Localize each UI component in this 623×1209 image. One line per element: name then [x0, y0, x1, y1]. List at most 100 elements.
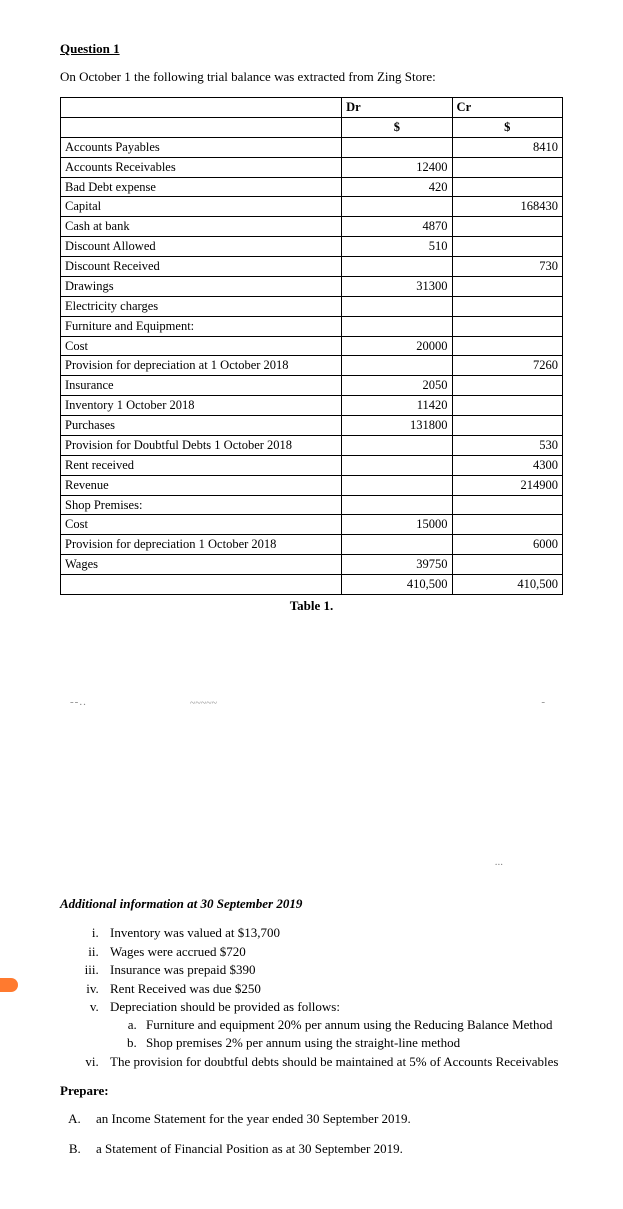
total-cr: 410,500 [452, 575, 562, 595]
dr-value: 11420 [342, 396, 452, 416]
account-name: Furniture and Equipment: [61, 316, 342, 336]
dr-value [342, 455, 452, 475]
account-name: Capital [61, 197, 342, 217]
cr-currency: $ [452, 117, 562, 137]
cr-value [452, 296, 562, 316]
cr-value [452, 237, 562, 257]
dr-value: 20000 [342, 336, 452, 356]
table-row: Shop Premises: [61, 495, 563, 515]
account-name: Provision for depreciation at 1 October … [61, 356, 342, 376]
cr-value: 214900 [452, 475, 562, 495]
prepare-label: Prepare: [60, 1082, 563, 1100]
artifact-dots: ... [495, 855, 503, 870]
account-name: Drawings [61, 276, 342, 296]
table-row: Provision for Doubtful Debts 1 October 2… [61, 435, 563, 455]
dr-value: 12400 [342, 157, 452, 177]
cr-value [452, 515, 562, 535]
list-item: Furniture and equipment 20% per annum us… [140, 1016, 563, 1034]
depreciation-sublist: Furniture and equipment 20% per annum us… [110, 1016, 563, 1052]
dr-value [342, 257, 452, 277]
table-row: Insurance2050 [61, 376, 563, 396]
artifact-dots: --.. [70, 695, 87, 710]
account-name: Inventory 1 October 2018 [61, 396, 342, 416]
artifact-dots: - [541, 695, 545, 710]
table-row: Provision for depreciation at 1 October … [61, 356, 563, 376]
cr-value [452, 416, 562, 436]
table-row: Inventory 1 October 201811420 [61, 396, 563, 416]
account-name: Provision for depreciation 1 October 201… [61, 535, 342, 555]
list-item: The provision for doubtful debts should … [102, 1053, 563, 1071]
dr-value: 2050 [342, 376, 452, 396]
dr-value [342, 137, 452, 157]
additional-info-list: Inventory was valued at $13,700 Wages we… [60, 924, 563, 1070]
dr-value [342, 475, 452, 495]
table-row: Drawings31300 [61, 276, 563, 296]
table-total-row: 410,500 410,500 [61, 575, 563, 595]
table-row: Accounts Payables8410 [61, 137, 563, 157]
list-item: Depreciation should be provided as follo… [102, 998, 563, 1052]
list-item: Inventory was valued at $13,700 [102, 924, 563, 942]
table-row: Bad Debt expense420 [61, 177, 563, 197]
dr-value: 510 [342, 237, 452, 257]
additional-info-title: Additional information at 30 September 2… [60, 895, 563, 913]
dr-value: 15000 [342, 515, 452, 535]
dr-value: 131800 [342, 416, 452, 436]
list-item-label: Depreciation should be provided as follo… [110, 999, 340, 1014]
account-name: Revenue [61, 475, 342, 495]
cr-value: 530 [452, 435, 562, 455]
account-name: Rent received [61, 455, 342, 475]
cr-header: Cr [452, 98, 562, 118]
account-name: Provision for Doubtful Debts 1 October 2… [61, 435, 342, 455]
dr-value [342, 495, 452, 515]
table-caption: Table 1. [60, 597, 563, 615]
page-gap: --.. ~~~~~ - ... [60, 635, 563, 895]
list-item: Insurance was prepaid $390 [102, 961, 563, 979]
list-item: a Statement of Financial Position as at … [84, 1140, 563, 1158]
table-row: Cash at bank4870 [61, 217, 563, 237]
account-name: Wages [61, 555, 342, 575]
dr-header: Dr [342, 98, 452, 118]
prepare-list: an Income Statement for the year ended 3… [60, 1110, 563, 1157]
table-row: Capital168430 [61, 197, 563, 217]
dr-value [342, 197, 452, 217]
cr-value: 730 [452, 257, 562, 277]
dr-value [342, 316, 452, 336]
cr-value [452, 217, 562, 237]
table-row: Electricity charges [61, 296, 563, 316]
table-row: Furniture and Equipment: [61, 316, 563, 336]
account-name: Purchases [61, 416, 342, 436]
cr-value [452, 316, 562, 336]
list-item: Shop premises 2% per annum using the str… [140, 1034, 563, 1052]
table-row: Accounts Receivables12400 [61, 157, 563, 177]
total-dr: 410,500 [342, 575, 452, 595]
cr-value [452, 336, 562, 356]
account-name: Electricity charges [61, 296, 342, 316]
orange-tab-icon [0, 978, 18, 992]
dr-value [342, 535, 452, 555]
list-item: Rent Received was due $250 [102, 980, 563, 998]
cr-value [452, 396, 562, 416]
table-row: Provision for depreciation 1 October 201… [61, 535, 563, 555]
table-header-row: Dr Cr [61, 98, 563, 118]
account-name: Cost [61, 336, 342, 356]
cr-value: 6000 [452, 535, 562, 555]
dr-value [342, 435, 452, 455]
table-row: Revenue 214900 [61, 475, 563, 495]
account-name: Discount Received [61, 257, 342, 277]
cr-value [452, 495, 562, 515]
dr-value: 420 [342, 177, 452, 197]
cr-value: 7260 [452, 356, 562, 376]
account-name: Cash at bank [61, 217, 342, 237]
account-name: Accounts Payables [61, 137, 342, 157]
cr-value [452, 276, 562, 296]
cr-value [452, 177, 562, 197]
cr-value [452, 376, 562, 396]
dr-value: 31300 [342, 276, 452, 296]
dr-value: 4870 [342, 217, 452, 237]
cr-value [452, 157, 562, 177]
question-title: Question 1 [60, 40, 563, 58]
trial-balance-table: Dr Cr $ $ Accounts Payables8410Accounts … [60, 97, 563, 595]
table-row: Cost15000 [61, 515, 563, 535]
dr-value [342, 296, 452, 316]
account-name: Insurance [61, 376, 342, 396]
